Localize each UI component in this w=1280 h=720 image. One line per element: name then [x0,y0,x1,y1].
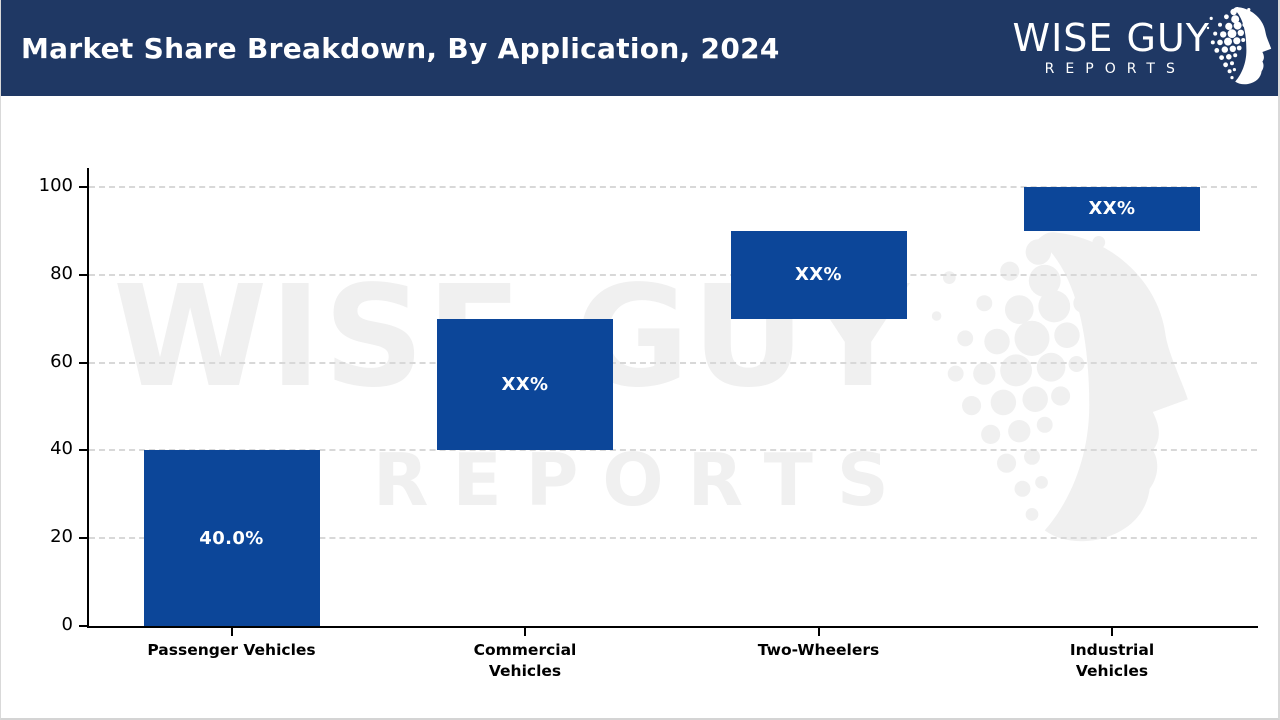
bar: XX% [437,318,613,451]
category-label-line: Vehicles [488,661,562,680]
y-axis-tick-label: 20 [50,526,73,548]
bar-value-label: XX% [501,374,549,396]
bar: XX% [1024,187,1200,231]
x-axis-tick [230,628,233,636]
brand-name: WISE GUY [1012,16,1210,60]
bar-value-label: XX% [795,264,842,286]
gridline [89,361,1257,364]
category-label: Industrial Vehicles [992,640,1232,682]
y-axis-tick-label: 0 [61,614,73,635]
y-axis-tick-label: 40 [50,438,73,460]
y-axis-tick [79,361,87,364]
brand-logo: WISE GUY REPORTS [1013,0,1272,96]
y-axis-tick-label: 100 [38,175,73,196]
y-axis-tick [79,625,87,627]
y-axis-tick [79,273,87,276]
bar: XX% [730,230,907,319]
y-axis-line [87,168,89,628]
category-label: Commercial Vehicles [405,640,645,682]
header-bar: Market Share Breakdown, By Application, … [1,0,1278,96]
y-axis-tick-label: 80 [50,262,73,284]
category-label: Two-Wheelers [699,640,939,661]
x-axis-line [87,626,1258,628]
watermark-face-icon [931,232,1188,542]
y-axis-tick [79,449,87,452]
x-axis-tick [817,628,820,636]
category-label-line: Commercial [473,641,577,659]
category-label-line: Industrial [1069,641,1155,659]
wise-guy-face-icon [1206,7,1272,85]
gridline [89,273,1257,276]
bar: 40.0% [143,450,320,626]
watermark-brand-subname: REPORTS [373,438,913,522]
x-axis-tick [524,628,526,636]
bar-value-label: 40.0% [199,527,264,549]
gridline [89,449,1257,452]
y-axis-tick [79,537,87,540]
y-axis-tick-label: 60 [50,350,73,372]
category-label-line: Passenger Vehicles [147,641,316,659]
category-label-line: Vehicles [1075,661,1149,680]
category-label-line: Two-Wheelers [757,641,880,659]
page-title: Market Share Breakdown, By Application, … [21,31,780,65]
gridline [89,186,1257,188]
gridline [89,537,1257,540]
x-axis-tick [1111,628,1113,636]
brand-logo-text: WISE GUY REPORTS [1013,19,1210,77]
category-label: Passenger Vehicles [112,640,352,661]
y-axis-tick [79,186,87,188]
brand-subname: REPORTS [1044,61,1186,77]
bar-value-label: XX% [1088,198,1136,220]
